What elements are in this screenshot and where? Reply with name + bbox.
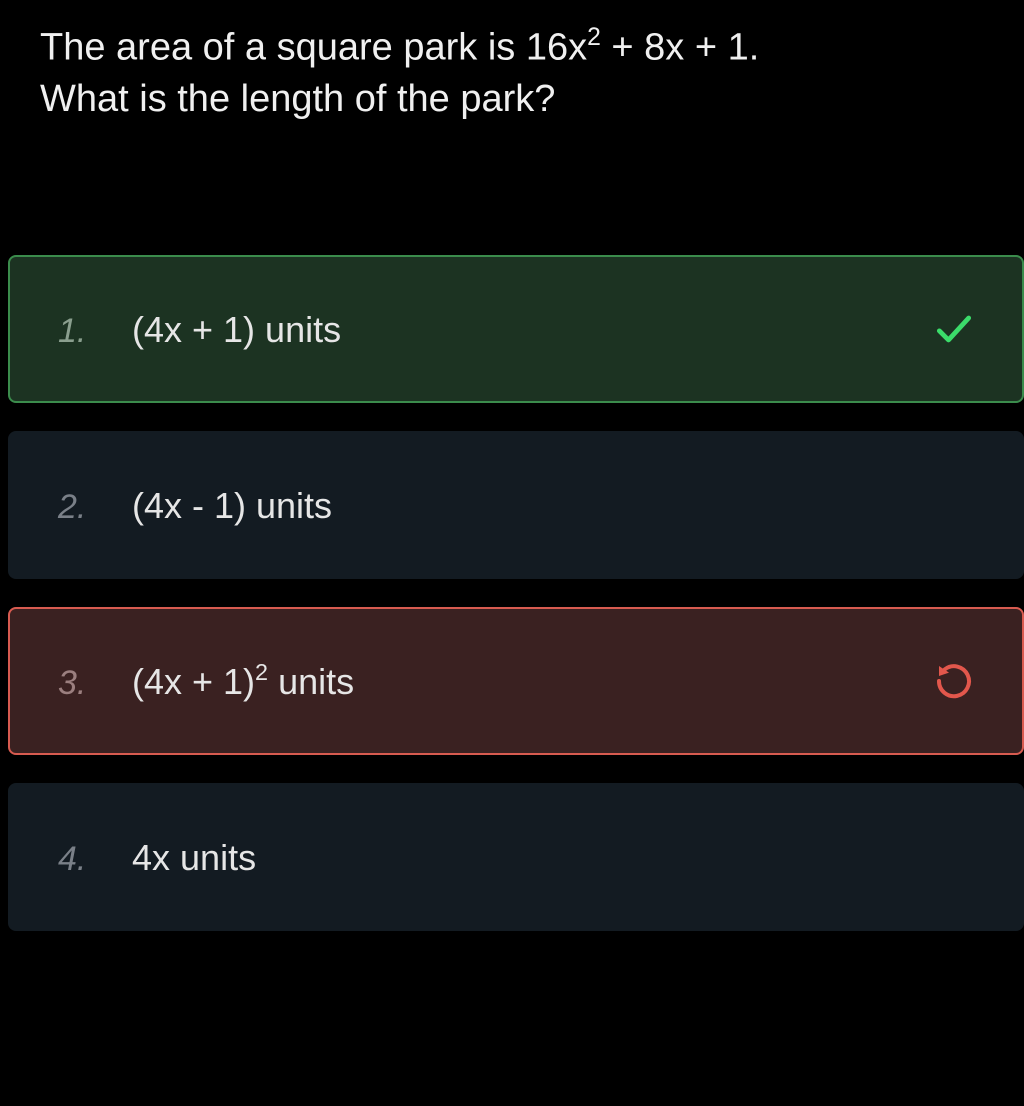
question-line1-sup: 2 <box>587 24 601 51</box>
option-text: (4x - 1) units <box>132 484 332 527</box>
option-text-pre: (4x + 1) units <box>132 309 341 350</box>
option-4[interactable]: 4. 4x units <box>8 783 1024 931</box>
retry-icon[interactable] <box>930 657 978 705</box>
check-icon <box>930 305 978 353</box>
option-2[interactable]: 2. (4x - 1) units <box>8 431 1024 579</box>
question-line1-post: + 8x + 1. <box>601 27 759 69</box>
question-area: The area of a square park is 16x2 + 8x +… <box>0 0 1024 165</box>
option-number: 4. <box>58 840 94 879</box>
option-3[interactable]: 3. (4x + 1)2 units <box>8 607 1024 755</box>
option-number: 2. <box>58 488 94 527</box>
question-line2: What is the length of the park? <box>40 78 555 120</box>
option-text-pre: (4x + 1) <box>132 661 255 702</box>
option-text: (4x + 1)2 units <box>132 660 354 703</box>
no-icon <box>930 833 978 881</box>
option-text-pre: (4x - 1) units <box>132 485 332 526</box>
option-text: (4x + 1) units <box>132 308 341 351</box>
option-number: 3. <box>58 664 94 703</box>
question-text: The area of a square park is 16x2 + 8x +… <box>40 22 984 125</box>
option-text-pre: 4x units <box>132 837 256 878</box>
option-text: 4x units <box>132 836 256 879</box>
option-number: 1. <box>58 312 94 351</box>
option-2-content: 2. (4x - 1) units <box>58 484 332 527</box>
option-text-sup: 2 <box>255 659 268 685</box>
option-4-content: 4. 4x units <box>58 836 256 879</box>
option-1[interactable]: 1. (4x + 1) units <box>8 255 1024 403</box>
option-text-post: units <box>268 661 354 702</box>
option-3-content: 3. (4x + 1)2 units <box>58 660 354 703</box>
option-1-content: 1. (4x + 1) units <box>58 308 341 351</box>
no-icon <box>930 481 978 529</box>
options-list: 1. (4x + 1) units 2. (4x - 1) units 3. (… <box>0 165 1024 931</box>
question-line1-pre: The area of a square park is 16x <box>40 27 587 69</box>
